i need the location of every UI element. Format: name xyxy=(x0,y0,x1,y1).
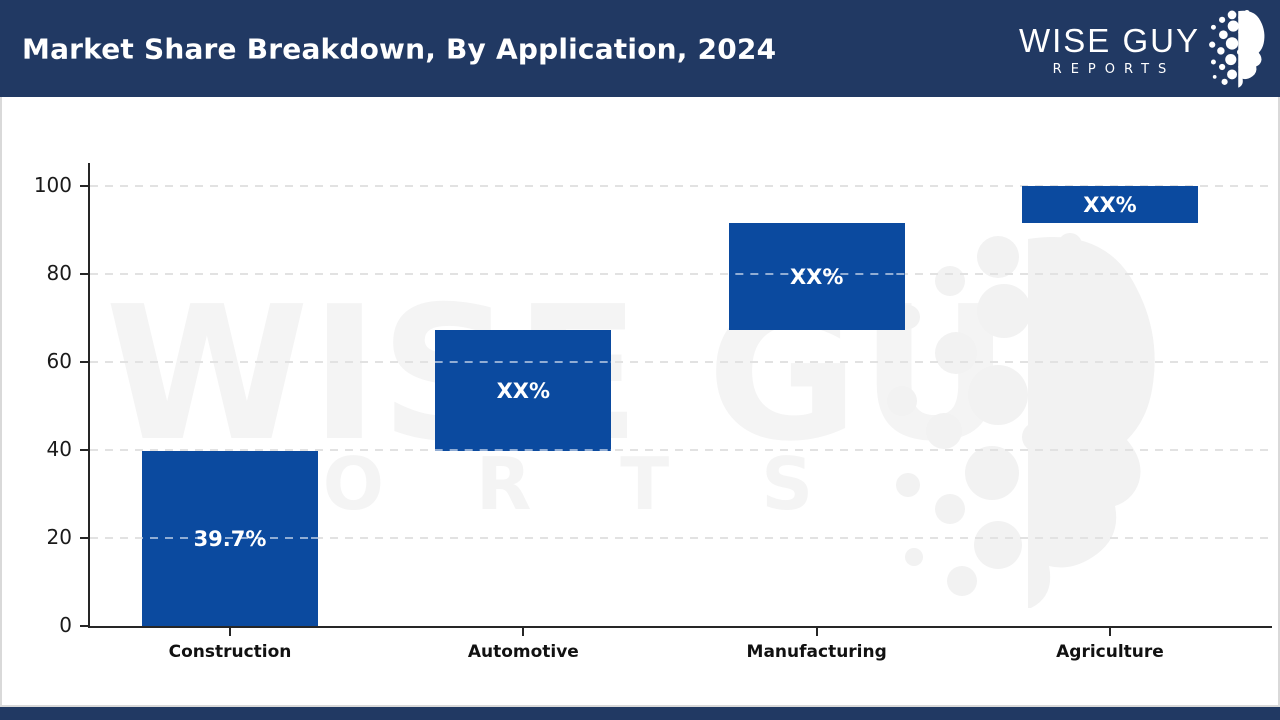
bar-value-label: XX% xyxy=(789,264,844,289)
logo-subtext: REPORTS xyxy=(1052,61,1176,77)
wiseguy-head-icon xyxy=(1209,9,1265,88)
gridline-80 xyxy=(90,273,1272,275)
x-category-label-manufacturing: Manufacturing xyxy=(746,642,887,662)
gridline-60 xyxy=(90,361,1272,363)
gridline-20 xyxy=(90,537,1272,539)
bar-automotive: XX% xyxy=(435,329,612,452)
x-tick-construction xyxy=(229,628,231,636)
x-category-label-construction: Construction xyxy=(168,642,292,662)
y-tick-20 xyxy=(80,537,88,539)
y-tick-label-0: 0 xyxy=(59,613,72,637)
logo-text: WISE GUY REPORTS xyxy=(1019,22,1200,77)
y-tick-label-20: 20 xyxy=(46,525,72,549)
x-tick-automotive xyxy=(522,628,525,636)
waterfall-chart: 39.7% Construction XX% Automotive XX% Manufac… xyxy=(0,97,1280,705)
footer-bar xyxy=(0,707,1280,720)
logo-wordmark: WISE GUY xyxy=(1018,21,1200,59)
y-tick-60 xyxy=(80,361,88,363)
gridline-over-bar-40 xyxy=(435,449,612,451)
y-axis-line xyxy=(88,163,90,628)
gridline-over-bar-80 xyxy=(728,273,905,275)
y-tick-0 xyxy=(80,625,88,627)
gridline-over-bar-20 xyxy=(142,537,318,539)
x-axis-line xyxy=(88,626,1272,628)
bar-value-label: XX% xyxy=(1083,192,1137,217)
y-tick-label-40: 40 xyxy=(46,437,72,461)
y-tick-label-100: 100 xyxy=(33,173,72,197)
x-tick-agriculture xyxy=(1108,628,1111,636)
x-category-label-automotive: Automotive xyxy=(467,642,579,662)
bar-value-label: XX% xyxy=(496,378,551,403)
page-title: Market Share Breakdown, By Application, … xyxy=(22,32,777,65)
x-category-label-agriculture: Agriculture xyxy=(1056,642,1164,662)
x-tick-manufacturing xyxy=(815,628,818,636)
wiseguy-logo: WISE GUY REPORTS xyxy=(1019,6,1268,92)
y-tick-label-80: 80 xyxy=(46,261,72,285)
bar-agriculture: XX% xyxy=(1021,186,1198,224)
gridline-100 xyxy=(90,185,1272,187)
header-bar: Market Share Breakdown, By Application, … xyxy=(0,0,1280,97)
y-tick-40 xyxy=(80,449,88,451)
y-tick-label-60: 60 xyxy=(46,349,72,373)
gridline-40 xyxy=(90,449,1272,451)
y-tick-100 xyxy=(80,185,88,187)
y-tick-80 xyxy=(80,273,88,275)
gridline-over-bar-60 xyxy=(435,361,612,363)
bar-manufacturing: XX% xyxy=(728,223,905,330)
